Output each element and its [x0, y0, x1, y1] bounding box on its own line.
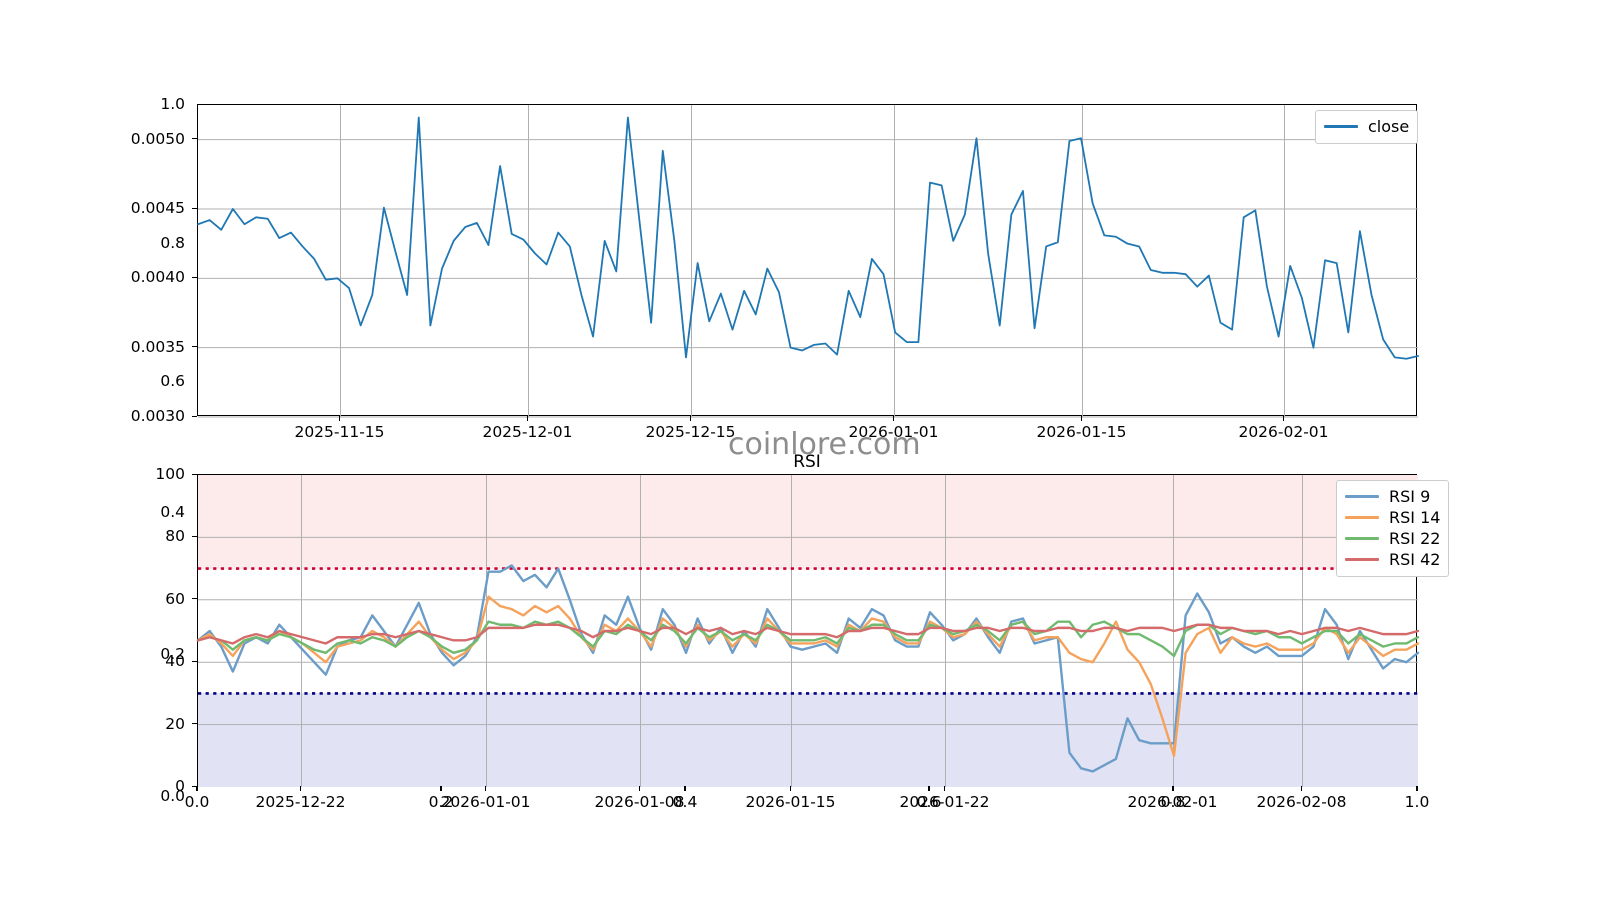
rsi-x-overlay-tickmark [928, 786, 930, 791]
price-line-series [197, 116, 1419, 360]
rsi-x-tick-overlay-label: 0.6 [916, 793, 942, 811]
rsi-y-tick-label: 100 [155, 465, 185, 483]
price-x-tick-label: 2025-12-01 [482, 423, 573, 441]
price-y-tickmark [192, 138, 197, 140]
rsi-x-overlay-tickmark [1172, 786, 1174, 791]
price-y-tickmark [192, 207, 197, 209]
rsi-y-tickmark [192, 785, 197, 787]
rsi-y-tick-label: 20 [165, 714, 185, 733]
price-x-tick-label: 2026-01-15 [1036, 423, 1127, 441]
price-y-tick-overlay-label: 1.0 [160, 95, 185, 113]
price-legend-item[interactable]: close [1324, 116, 1409, 137]
rsi-subplot-title: RSI [793, 452, 821, 472]
price-y-tick-label: 0.0050 [130, 129, 185, 148]
rsi-x-tick-date-label: 2026-02-08 [1256, 793, 1347, 811]
rsi-x-tickmark [943, 786, 946, 791]
rsi-x-tick-overlay-label: 0.8 [1160, 793, 1186, 811]
legend-line-swatch-icon [1345, 516, 1379, 519]
price-y-tick-label: 0.0035 [130, 337, 185, 356]
price-x-tickmark [689, 416, 692, 421]
legend-line-swatch-icon [1345, 558, 1379, 561]
rsi-x-tickmark [484, 786, 487, 791]
rsi-legend-label: RSI 22 [1389, 529, 1441, 548]
price-x-tick-label: 2026-02-01 [1238, 423, 1329, 441]
rsi-x-overlay-tickmark [196, 786, 198, 791]
rsi-x-tick-date-label: 2026-01-15 [745, 793, 836, 811]
rsi-chart-legend: RSI 9 RSI 14 RSI 22 RSI 42 [1336, 480, 1450, 577]
rsi-x-tickmark [299, 786, 302, 791]
price-x-tickmark [338, 416, 341, 421]
rsi-x-tick-overlay-label: 0.0 [184, 793, 210, 811]
rsi-threshold-lines [198, 567, 1418, 695]
price-x-tick-label: 2025-12-15 [645, 423, 736, 441]
rsi-legend-item[interactable]: RSI 14 [1345, 507, 1440, 528]
rsi-x-tick-date-label: 2026-01-08 [594, 793, 685, 811]
rsi-y-tick-label: 60 [165, 589, 185, 608]
rsi-y-tickmark [192, 535, 197, 538]
watermark-coinlore: coinlore.com [728, 427, 921, 462]
rsi-oversold-zone [198, 693, 1418, 787]
price-gridlines [198, 105, 1418, 418]
legend-line-swatch-icon [1345, 537, 1379, 540]
rsi-chart-axes [196, 474, 1420, 787]
price-x-tickmark [1080, 416, 1083, 421]
rsi-legend-item[interactable]: RSI 9 [1345, 486, 1440, 507]
rsi-y-tick-overlay-label: 0.2 [160, 645, 185, 663]
price-y-tickmark [192, 276, 197, 279]
price-x-tick-label: 2026-01-01 [848, 423, 939, 441]
rsi-y-tickmark [192, 660, 197, 662]
price-y-tick-label: 0.0040 [130, 268, 185, 287]
rsi-legend-item[interactable]: RSI 22 [1345, 528, 1440, 549]
rsi-x-tick-overlay-label: 0.2 [428, 793, 454, 811]
rsi-x-tick-date-label: 2026-01-22 [899, 793, 990, 811]
rsi-legend-label: RSI 14 [1389, 508, 1441, 527]
price-y-tickmark [192, 415, 197, 417]
price-y-tick-label: 0.0030 [130, 407, 185, 425]
price-y-tick-overlay-label: 0.8 [160, 233, 185, 252]
rsi-y-tickmark [192, 473, 197, 475]
rsi-overbought-zone [198, 475, 1418, 569]
rsi-x-overlay-tickmark [440, 786, 442, 791]
rsi-x-overlay-tickmark [1416, 786, 1418, 791]
price-x-tick-label: 2025-11-15 [294, 423, 385, 441]
rsi-y-tickmark [192, 723, 197, 725]
rsi-y-tick-overlay-label: 0.0 [160, 787, 185, 805]
rsi-y-tick-label: 0 [175, 777, 185, 795]
rsi-x-tick-date-label: 2026-01-01 [440, 793, 531, 811]
price-x-tickmark [1282, 416, 1285, 421]
legend-line-swatch-icon [1345, 495, 1379, 498]
legend-line-swatch-icon [1324, 125, 1358, 128]
rsi-x-tickmark [789, 786, 792, 791]
price-y-tick-overlay-label: 0.6 [160, 372, 185, 390]
rsi-legend-label: RSI 42 [1389, 550, 1441, 569]
rsi-y-tickmark [192, 598, 197, 600]
rsi-line-series [196, 564, 1420, 773]
rsi-x-tick-overlay-label: 0.4 [672, 793, 698, 811]
price-legend-label: close [1368, 117, 1410, 136]
price-x-tickmark [526, 416, 529, 421]
rsi-x-tick-date-label: 2026-02-01 [1127, 793, 1218, 811]
price-chart-legend: close [1315, 110, 1419, 144]
rsi-x-overlay-tickmark [684, 786, 686, 791]
rsi-y-tick-overlay-label: 0.4 [160, 503, 185, 521]
rsi-x-tickmark [638, 786, 641, 791]
price-x-tickmark [892, 416, 895, 421]
price-chart-axes [197, 104, 1419, 418]
rsi-x-tick-overlay-label: 1.0 [1404, 793, 1430, 811]
rsi-legend-item[interactable]: RSI 42 [1345, 549, 1440, 570]
price-y-tick-label: 0.0045 [130, 199, 185, 217]
rsi-legend-label: RSI 9 [1389, 487, 1431, 506]
rsi-y-tick-label: 80 [165, 527, 185, 546]
rsi-y-tick-label: 40 [165, 652, 185, 671]
rsi-x-tick-date-label: 2025-12-22 [255, 793, 346, 811]
rsi-x-tickmark [1300, 786, 1303, 791]
price-y-tickmark [192, 346, 197, 348]
